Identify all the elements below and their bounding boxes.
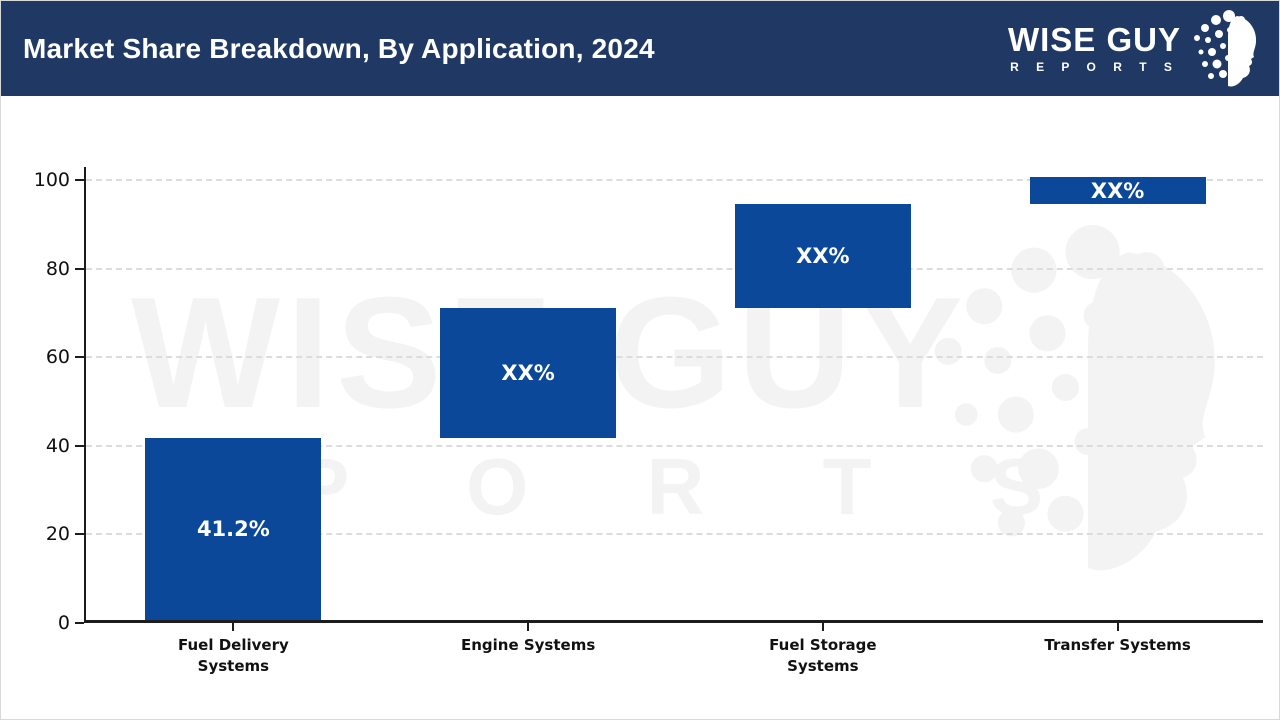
bar-segment: XX%: [1029, 177, 1206, 204]
x-category-label: Fuel Storage Systems: [769, 636, 877, 675]
watermark-text-line2: P O R T S: [296, 442, 1092, 531]
y-tick: [75, 179, 84, 182]
page-title: Market Share Breakdown, By Application, …: [23, 32, 655, 64]
bar-value-label: XX%: [501, 360, 555, 385]
y-tick-label: 100: [33, 169, 70, 192]
plot-area: 0 20 40 60 80 100 41.2% Fuel Delivery Systems XX…: [34, 167, 1263, 675]
brand-name: WISE GUY: [1007, 21, 1181, 58]
gridline: [86, 533, 1263, 536]
y-tick-label: 0: [57, 612, 70, 634]
dotted-face-icon: [1194, 9, 1257, 87]
x-tick: [1116, 623, 1119, 631]
x-category-label: Transfer Systems: [1044, 636, 1191, 654]
gridline: [86, 179, 1263, 182]
brand-subname: R E P O R T S: [1010, 60, 1179, 74]
x-category-label: Fuel Delivery Systems: [178, 636, 289, 675]
x-tick: [527, 623, 530, 631]
watermark-face-icon: [934, 225, 1215, 571]
bar-value-label: XX%: [796, 243, 850, 268]
header-band: Market Share Breakdown, By Application, …: [1, 1, 1279, 96]
x-category-label: Engine Systems: [460, 636, 596, 654]
gridline: [86, 444, 1263, 447]
y-tick-label: 20: [45, 523, 70, 546]
gridline: [86, 267, 1263, 270]
gridline: [86, 356, 1263, 359]
x-tick: [821, 623, 824, 631]
y-tick: [75, 356, 84, 359]
y-tick: [75, 444, 84, 447]
y-tick-label: 60: [45, 346, 70, 369]
y-tick-label: 40: [45, 434, 70, 457]
chart-region: 0 20 40 60 80 100 41.2% Fuel Delivery Systems XX…: [1, 96, 1279, 719]
y-tick-label: 80: [45, 257, 70, 280]
brand-wordmark: WISE GUY R E P O R T S: [1008, 23, 1181, 74]
bar-value-label: 41.2%: [196, 516, 270, 541]
y-tick: [75, 267, 84, 270]
bar-value-label: XX%: [1090, 178, 1145, 203]
x-tick: [232, 623, 235, 631]
brand-logo: WISE GUY R E P O R T S: [1008, 8, 1261, 90]
bar-segment: 41.2%: [145, 437, 322, 620]
bar-segment: XX%: [440, 307, 617, 438]
bar-segment: XX%: [734, 203, 911, 308]
y-tick: [75, 622, 84, 624]
y-tick: [75, 533, 84, 536]
